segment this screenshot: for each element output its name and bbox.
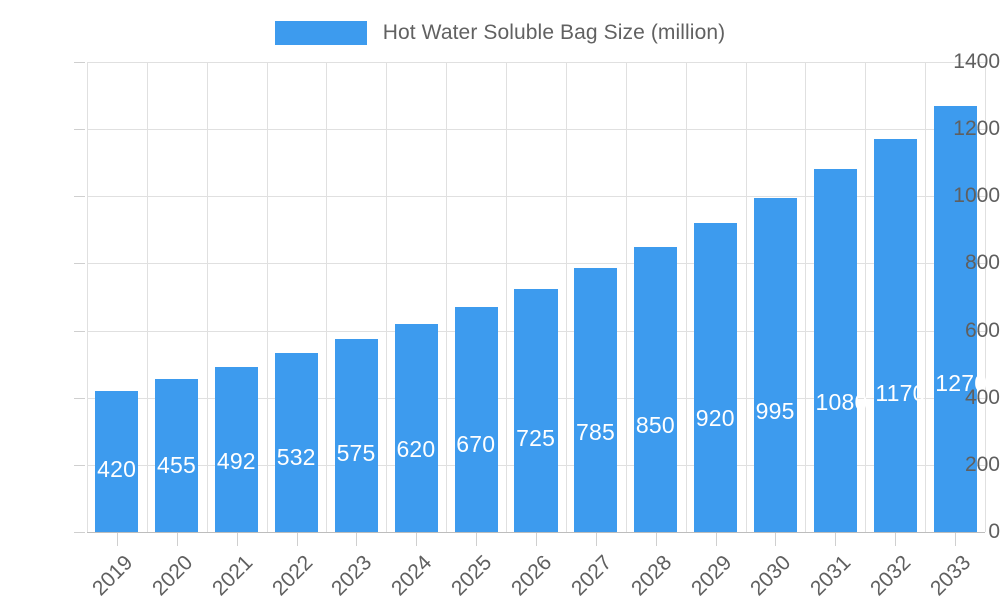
gridline-horizontal — [87, 62, 985, 63]
x-axis-tick-mark — [177, 533, 178, 546]
y-axis-tick-label: 200 — [964, 452, 1000, 476]
x-axis-tick-label: 2029 — [686, 551, 736, 601]
gridline-vertical — [925, 62, 926, 532]
y-axis-tick-label: 1200 — [953, 117, 1000, 141]
x-axis-tick-mark — [237, 533, 238, 546]
x-axis-tick-mark — [416, 533, 417, 546]
x-axis-tick-label: 2028 — [626, 551, 676, 601]
bar[interactable] — [574, 268, 618, 532]
x-axis-tick-mark — [476, 533, 477, 546]
x-axis-line — [87, 532, 985, 533]
bar[interactable] — [215, 366, 259, 532]
bar[interactable] — [813, 169, 857, 532]
bar[interactable] — [95, 391, 139, 532]
x-axis-tick-label: 2025 — [447, 551, 497, 601]
y-axis-tick-mark — [74, 532, 85, 533]
x-axis-tick-mark — [596, 533, 597, 546]
legend-label: Hot Water Soluble Bag Size (million) — [382, 21, 726, 44]
bar[interactable] — [394, 323, 438, 532]
gridline-vertical — [506, 62, 507, 532]
gridline-vertical — [626, 62, 627, 532]
gridline-vertical — [985, 62, 986, 532]
y-axis-tick-mark — [74, 196, 85, 197]
y-axis-tick-mark — [74, 331, 85, 332]
x-axis-tick-label: 2019 — [87, 551, 138, 601]
y-axis-tick-label: 400 — [964, 385, 1000, 409]
bar[interactable] — [334, 338, 378, 532]
x-axis-tick-mark — [895, 533, 896, 546]
x-axis-tick-mark — [117, 533, 118, 546]
gridline-vertical — [207, 62, 208, 532]
x-axis-tick-label: 2033 — [926, 551, 976, 601]
y-axis-tick-mark — [74, 263, 85, 264]
gridline-vertical — [386, 62, 387, 532]
legend-color-swatch — [274, 21, 367, 45]
gridline-vertical — [267, 62, 268, 532]
gridline-horizontal — [87, 196, 985, 197]
gridline-vertical — [87, 62, 88, 532]
x-axis-tick-label: 2024 — [387, 551, 437, 601]
y-axis-tick-mark — [74, 398, 85, 399]
x-axis-tick-label: 2026 — [506, 551, 557, 601]
x-axis-tick-mark — [716, 533, 717, 546]
gridline-vertical — [865, 62, 866, 532]
chart-legend: Hot Water Soluble Bag Size (million) — [0, 14, 1000, 52]
gridline-vertical — [326, 62, 327, 532]
gridline-vertical — [746, 62, 747, 532]
x-axis-tick-label: 2031 — [806, 551, 856, 601]
x-axis-tick-mark — [297, 533, 298, 546]
x-axis-tick-mark — [775, 533, 776, 546]
bar[interactable] — [933, 105, 977, 532]
bar[interactable] — [155, 379, 199, 532]
bar[interactable] — [274, 353, 319, 532]
plot-area: 420 455 492 532 575 620 670 725 785 850 920 995 1080… — [87, 62, 987, 533]
x-axis-tick-mark — [955, 533, 956, 546]
bar[interactable] — [454, 307, 498, 532]
y-axis-tick-mark — [74, 129, 85, 130]
x-axis-tick-mark — [656, 533, 657, 546]
y-axis-tick-label: 0 — [988, 520, 1000, 543]
x-axis-tick-label: 2021 — [207, 551, 257, 601]
gridline-horizontal — [87, 129, 985, 130]
y-axis-tick-label: 1400 — [953, 50, 1000, 73]
x-axis-tick-label: 2020 — [147, 551, 198, 601]
x-axis-tick-mark — [356, 533, 357, 546]
y-axis-tick-mark — [74, 62, 85, 63]
gridline-vertical — [686, 62, 687, 532]
x-axis-tick-label: 2022 — [267, 551, 317, 601]
bar[interactable] — [873, 139, 917, 532]
y-axis-tick-mark — [74, 465, 85, 466]
x-axis-tick-label: 2023 — [327, 551, 377, 601]
x-axis-tick-label: 2030 — [746, 551, 796, 601]
gridline-vertical — [566, 62, 567, 532]
gridline-vertical — [147, 62, 148, 532]
x-axis-tick-mark — [835, 533, 836, 546]
x-axis-tick-mark — [536, 533, 537, 546]
bar[interactable] — [694, 223, 738, 532]
y-axis-tick-label: 1000 — [953, 184, 1000, 208]
gridline-vertical — [446, 62, 447, 532]
bar[interactable] — [634, 246, 678, 532]
bar[interactable] — [753, 197, 797, 532]
y-axis-tick-label: 600 — [964, 318, 1000, 342]
x-axis-tick-label: 2027 — [566, 551, 617, 601]
bar[interactable] — [514, 288, 558, 532]
gridline-vertical — [805, 62, 806, 532]
x-axis-tick-label: 2032 — [866, 551, 916, 601]
gridline-horizontal — [87, 263, 985, 264]
y-axis-tick-label: 800 — [964, 251, 1000, 275]
